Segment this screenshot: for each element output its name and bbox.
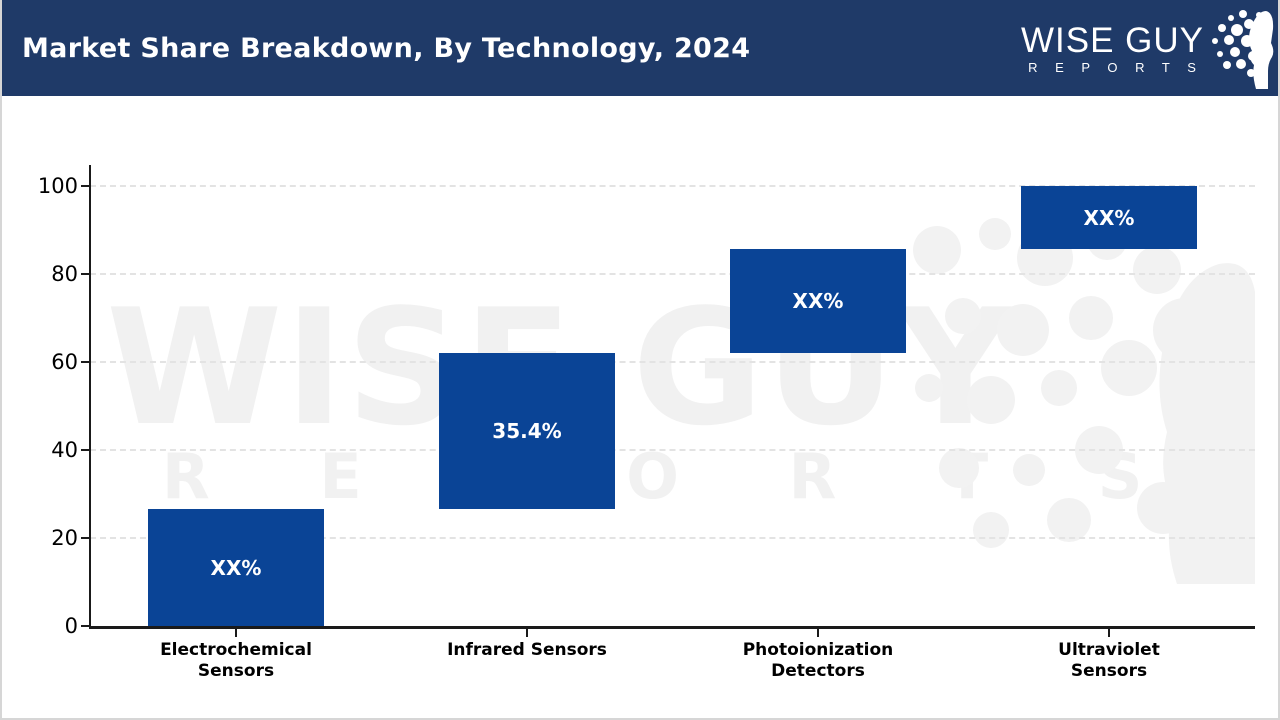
y-tick-label-80: 80	[51, 262, 78, 286]
gridline-60	[90, 361, 1255, 363]
gridline-80	[90, 273, 1255, 275]
y-tick-label-0: 0	[64, 614, 78, 638]
logo-face-icon	[1212, 10, 1274, 89]
bar-value-label-infrared-sensors: 35.4%	[492, 419, 562, 443]
bar-value-label-ultraviolet-sensors: XX%	[1083, 205, 1135, 230]
y-tick-40	[81, 449, 90, 451]
bar-electrochemical-sensors: XX%	[148, 509, 324, 626]
y-tick-60	[81, 361, 90, 363]
chart-title: Market Share Breakdown, By Technology, 2…	[22, 32, 751, 64]
category-label-line: Ultraviolet	[1058, 640, 1160, 660]
logo-name-text: WISE GUY	[1020, 20, 1204, 60]
y-tick-0	[81, 625, 90, 627]
bar-ultraviolet-sensors: XX%	[1021, 186, 1197, 249]
y-tick-100	[81, 185, 90, 187]
bar-value-label-electrochemical-sensors: XX%	[210, 555, 262, 580]
category-label-line: Electrochemical	[160, 640, 312, 660]
y-axis-line	[89, 165, 91, 629]
category-label-line: Infrared Sensors	[447, 640, 607, 660]
category-label-line: Sensors	[1070, 661, 1148, 681]
gridline-20	[90, 537, 1255, 539]
category-label-infrared-sensors: Infrared Sensors	[382, 640, 672, 661]
y-tick-label-60: 60	[51, 350, 78, 374]
category-label-line: Sensors	[197, 661, 275, 681]
x-tick-electrochemical-sensors	[235, 629, 237, 637]
logo-wordmark: WISE GUY R E P O R T S	[1021, 23, 1204, 74]
gridline-100	[90, 185, 1255, 187]
category-label-line: Photoionization	[742, 640, 894, 660]
y-tick-80	[81, 273, 90, 275]
bar-infrared-sensors: 35.4%	[439, 353, 615, 509]
bar-value-label-photoionization-detectors: XX%	[792, 289, 844, 313]
y-tick-label-40: 40	[51, 438, 78, 462]
category-label-electrochemical-sensors: Electrochemical Sensors	[91, 640, 381, 682]
x-tick-infrared-sensors	[526, 629, 528, 637]
y-tick-20	[81, 537, 90, 539]
bar-photoionization-detectors: XX%	[730, 249, 906, 353]
category-label-ultraviolet-sensors: Ultraviolet Sensors	[964, 640, 1254, 682]
x-axis-line	[89, 626, 1255, 629]
watermark-reports: R E P O R T S	[162, 440, 1187, 513]
y-tick-label-100: 100	[37, 174, 78, 198]
brand-logo: WISE GUY R E P O R T S	[1021, 6, 1274, 90]
gridline-40	[90, 449, 1255, 451]
x-tick-ultraviolet-sensors	[1108, 629, 1110, 637]
y-tick-label-20: 20	[51, 526, 78, 550]
x-tick-photoionization-detectors	[817, 629, 819, 637]
category-label-line: Detectors	[771, 661, 865, 681]
header: Market Share Breakdown, By Technology, 2…	[2, 0, 1278, 96]
category-label-photoionization-detectors: Photoionization Detectors	[673, 640, 963, 682]
logo-subtitle-text: R E P O R T S	[1028, 59, 1203, 75]
watermark-face-icon	[913, 218, 1255, 584]
